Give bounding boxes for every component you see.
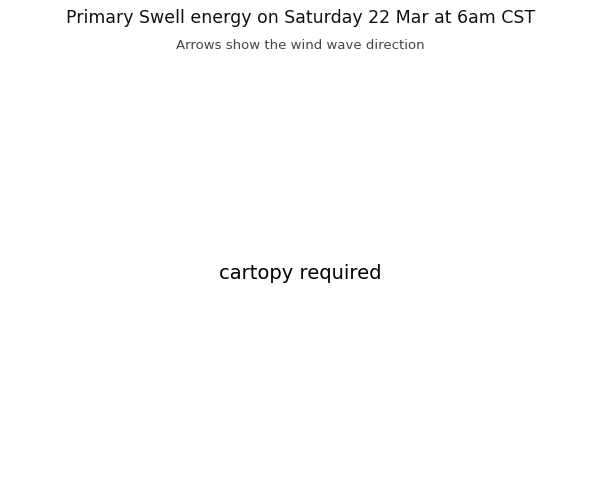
- Text: Arrows show the wind wave direction: Arrows show the wind wave direction: [176, 39, 425, 52]
- Text: Primary Swell energy on Saturday 22 Mar at 6am CST: Primary Swell energy on Saturday 22 Mar …: [66, 9, 535, 26]
- Text: cartopy required: cartopy required: [219, 264, 382, 283]
